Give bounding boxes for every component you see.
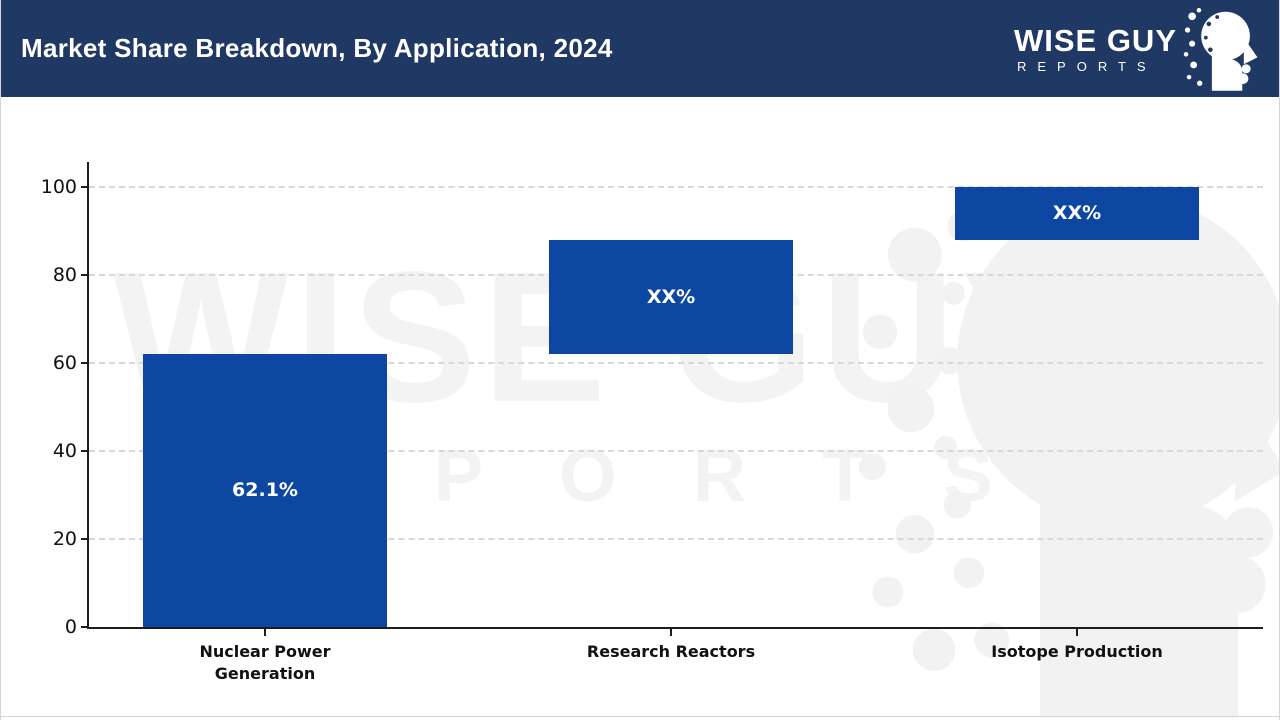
y-tick-mark [81,362,88,364]
x-axis-spine [87,627,1263,629]
brand-logo-text: WISE GUY REPORTS [1014,25,1177,73]
bar-value-label: XX% [646,285,696,308]
y-tick-mark [81,626,88,628]
y-tick-mark [81,274,88,276]
x-axis-label: Isotope Production [991,642,1163,661]
watermark-head-profile-icon [858,187,1279,718]
x-tick-mark [264,629,266,636]
y-tick-label: 20 [52,528,77,550]
y-tick-mark [81,538,88,540]
chart-area: WISE GUY REPORTS 0 20 40 60 80 100 62.1% XX% XX%… [1,97,1279,720]
x-tick-mark [670,629,672,636]
y-tick-label: 100 [40,176,77,198]
brand-logo: WISE GUY REPORTS [1014,7,1259,91]
bar: 62.1% [143,353,387,627]
y-tick-label: 40 [52,440,77,462]
header-bar: Market Share Breakdown, By Application, … [1,0,1279,97]
y-axis-spine [87,162,89,629]
bar-value-label: XX% [1052,202,1102,225]
gridline [89,538,1263,540]
y-tick-label: 0 [64,616,77,638]
x-tick-mark [1076,629,1078,636]
gridline [89,186,1263,188]
bottom-border-rule [1,716,1279,717]
gridline [89,450,1263,452]
logo-subtext: REPORTS [1016,58,1157,74]
page-title: Market Share Breakdown, By Application, … [21,33,613,63]
x-axis-label: Research Reactors [586,642,756,661]
x-axis-label: Nuclear Power Generation [199,642,331,683]
logo-head-profile-icon [1183,7,1258,91]
bar-value-label: 62.1% [232,479,298,502]
y-tick-mark [81,186,88,188]
logo-wordmark: WISE GUY [1013,22,1177,58]
y-tick-label: 80 [52,264,77,286]
gridline [89,362,1263,364]
bar: XX% [549,239,793,354]
bar: XX% [955,187,1199,240]
y-tick-label: 60 [52,352,77,374]
y-tick-mark [81,450,88,452]
